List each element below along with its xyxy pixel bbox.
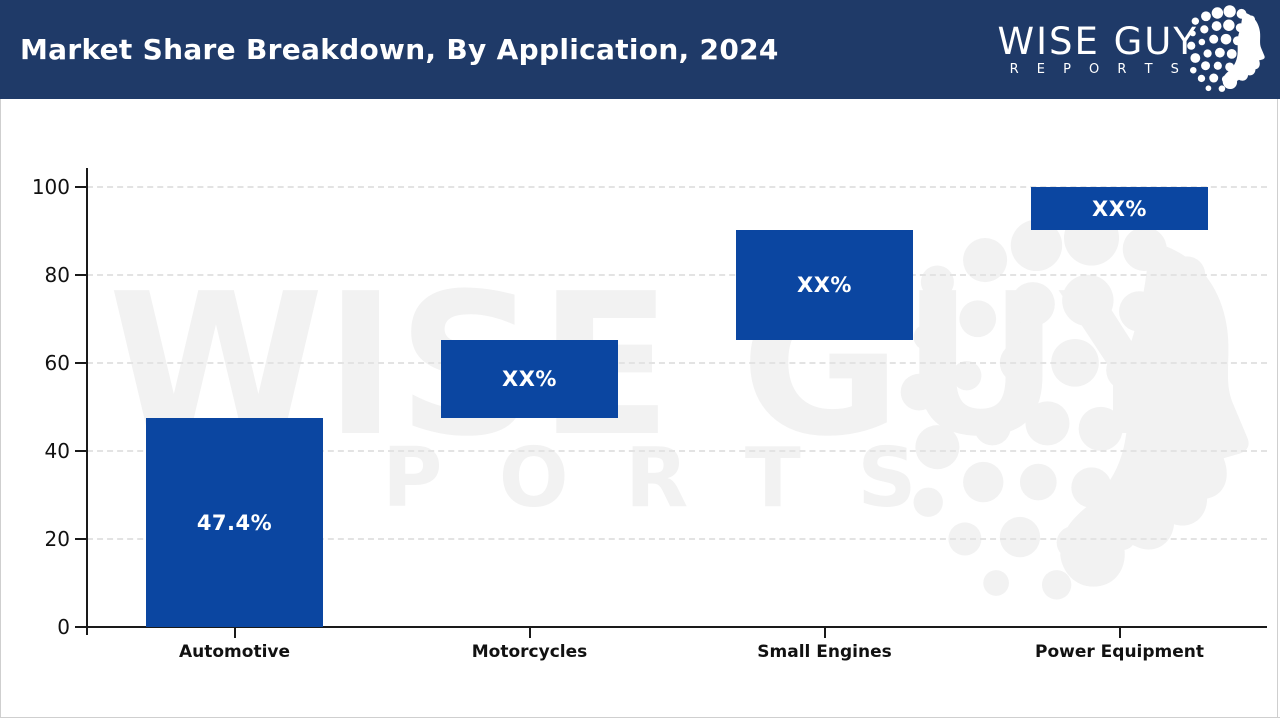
bar-value-label-automotive: 47.4% [196, 510, 273, 535]
y-tick-40 [75, 450, 88, 452]
y-tick-label-80: 80 [44, 263, 70, 287]
y-tick-label-20: 20 [44, 527, 70, 551]
frame-border-bottom [0, 717, 1280, 718]
y-tick-80 [75, 274, 88, 276]
x-tick-label-automotive: Automotive [178, 642, 291, 662]
x-tick-motorcycles [528, 627, 531, 638]
bar-automotive: 47.4% [146, 418, 323, 627]
brand-logo-text: WISE GUY R E P O R T S [997, 19, 1198, 78]
y-tick-label-60: 60 [44, 351, 70, 375]
bar-motorcycles: XX% [441, 339, 618, 419]
x-tick-label-power-equipment: Power Equipment [1034, 642, 1205, 662]
brand-subtext: R E P O R T S [1009, 62, 1186, 78]
dotted-face-profile-icon [1187, 5, 1265, 92]
bar-small-engines: XX% [736, 230, 913, 340]
frame-border-right [1277, 99, 1278, 718]
x-tick-label-motorcycles: Motorcycles [471, 642, 588, 662]
x-tick-power-equipment [1118, 627, 1121, 638]
y-tick-label-100: 100 [31, 175, 70, 199]
bar-value-label-power-equipment: XX% [1092, 196, 1147, 221]
header-bar: Market Share Breakdown, By Application, … [0, 0, 1280, 99]
gridline-80 [87, 274, 1267, 276]
brand-wordmark: WISE GUY [997, 19, 1198, 63]
y-tick-60 [75, 362, 88, 364]
gridline-100 [87, 186, 1267, 188]
frame-border-left [0, 99, 1, 718]
x-axis-line [80, 626, 1267, 628]
y-tick-100 [75, 186, 88, 188]
gridline-40 [87, 450, 1267, 452]
y-tick-label-40: 40 [44, 439, 70, 463]
y-tick-0 [75, 626, 88, 628]
bar-value-label-motorcycles: XX% [502, 367, 557, 392]
y-tick-20 [75, 538, 88, 540]
y-tick-label-0: 0 [57, 615, 70, 639]
gridline-60 [87, 362, 1267, 364]
y-axis-line [86, 168, 88, 635]
page-title: Market Share Breakdown, By Application, … [20, 33, 779, 66]
bar-power-equipment: XX% [1031, 187, 1208, 231]
bar-value-label-small-engines: XX% [797, 272, 852, 297]
x-tick-label-small-engines: Small Engines [757, 642, 892, 662]
x-tick-small-engines [823, 627, 826, 638]
gridline-20 [87, 538, 1267, 540]
x-tick-automotive [233, 627, 236, 638]
brand-logo: WISE GUY R E P O R T S [998, 4, 1270, 96]
